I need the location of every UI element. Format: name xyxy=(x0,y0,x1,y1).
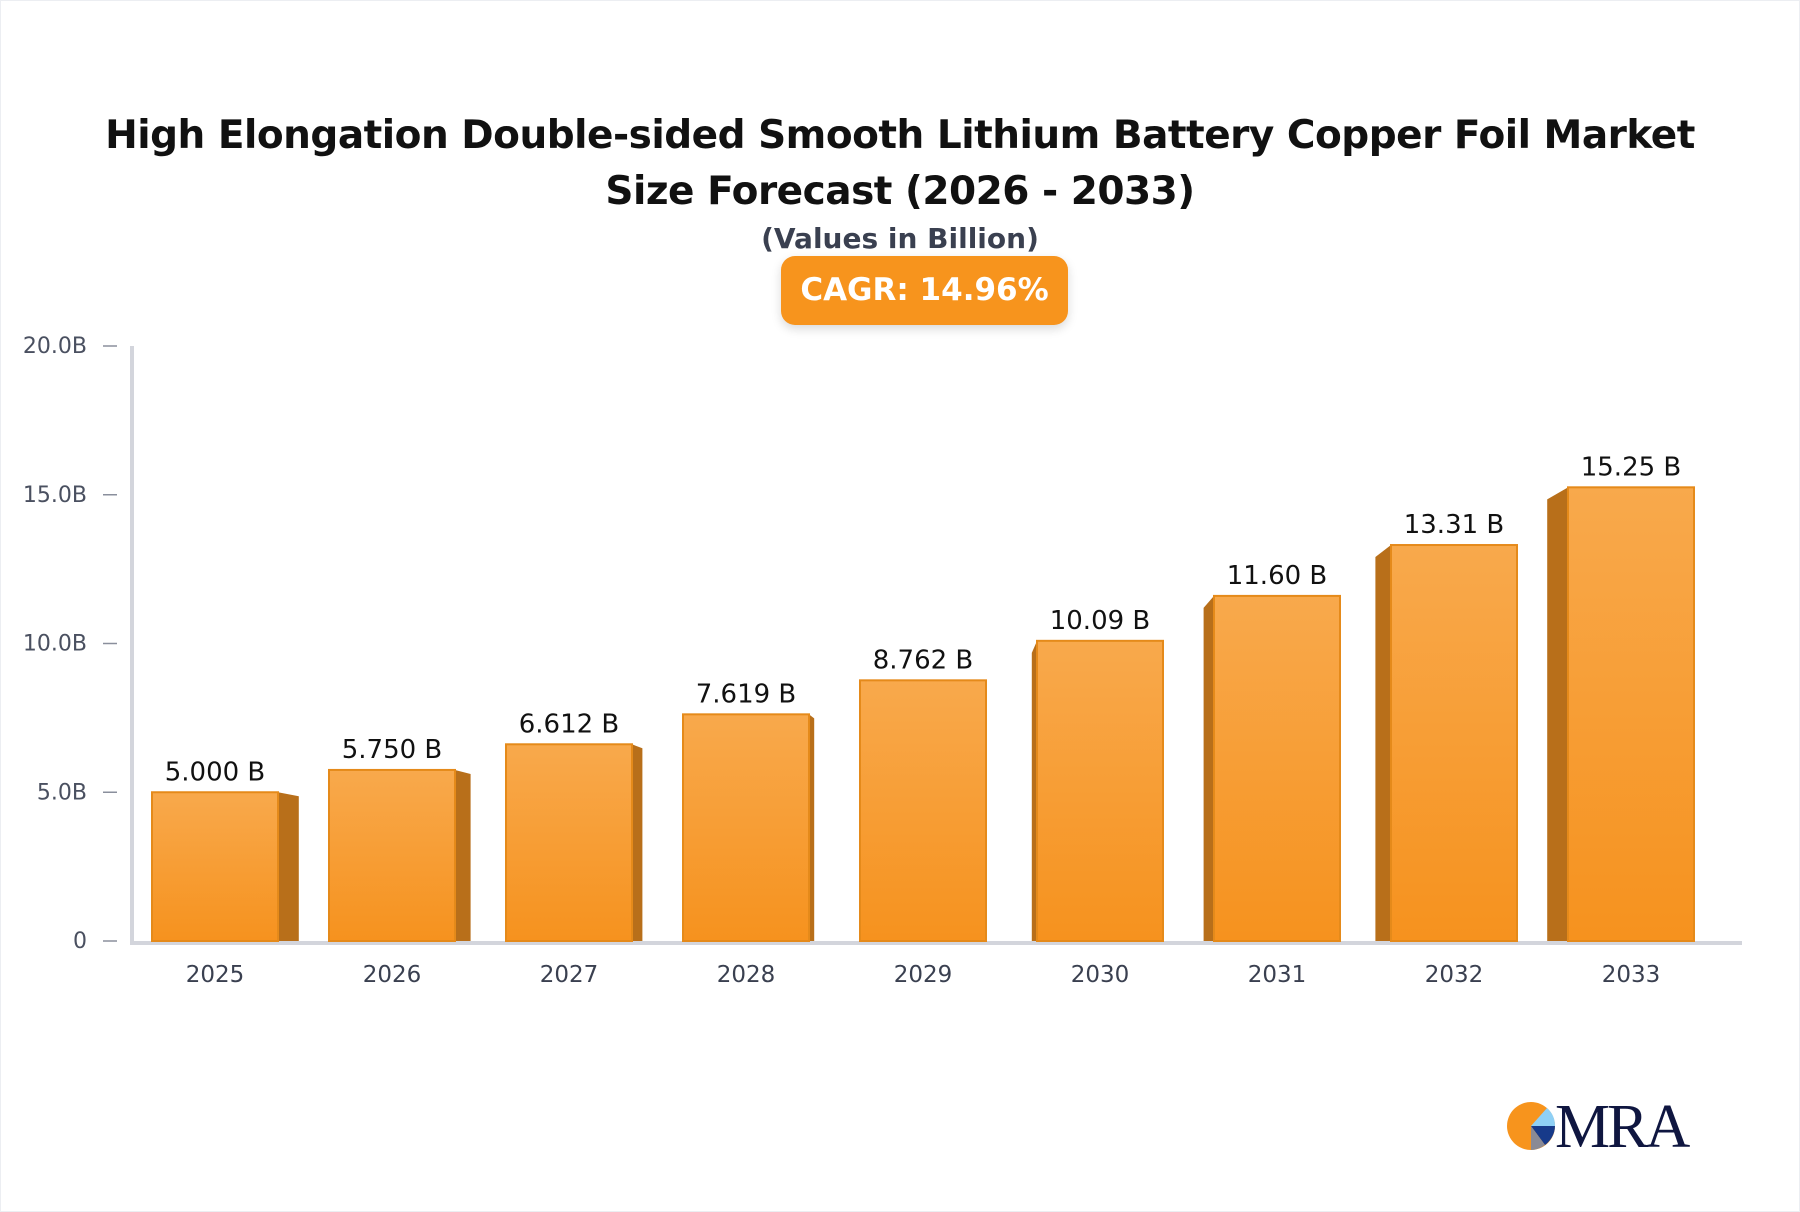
bar-2028 xyxy=(682,713,810,943)
pie-logo-icon xyxy=(1507,1102,1556,1150)
bar-2025 xyxy=(151,791,279,942)
data-label: 13.31 B xyxy=(1404,510,1505,540)
bar-2033 xyxy=(1567,486,1695,942)
y-tick-label: 10.0B xyxy=(23,632,87,657)
y-tick-label: 20.0B xyxy=(23,334,87,359)
mra-logo: MRA xyxy=(1505,1093,1695,1161)
x-tick-label: 2033 xyxy=(1602,962,1661,988)
x-tick-label: 2027 xyxy=(540,962,599,988)
x-tick-label: 2032 xyxy=(1425,962,1484,988)
data-label: 10.09 B xyxy=(1050,606,1151,636)
data-label: 7.619 B xyxy=(696,679,797,709)
bar-side xyxy=(809,714,815,941)
bar-2032 xyxy=(1390,544,1518,943)
bar-2027 xyxy=(505,743,633,943)
x-tick-label: 2028 xyxy=(717,962,776,988)
bar-side xyxy=(632,744,643,941)
chart-title: High Elongation Double-sided Smooth Lith… xyxy=(105,113,1695,214)
data-label: 5.750 B xyxy=(342,735,443,765)
bar-2030 xyxy=(1036,639,1164,942)
x-tick-label: 2029 xyxy=(894,962,953,988)
cagr-badge: CAGR: 14.96% xyxy=(781,256,1068,325)
x-tick-label: 2031 xyxy=(1248,962,1307,988)
y-tick-label: 5.0B xyxy=(37,780,87,805)
bar-side xyxy=(1375,545,1391,941)
bar-2026 xyxy=(328,768,456,942)
data-label: 11.60 B xyxy=(1227,561,1328,591)
data-label: 8.762 B xyxy=(873,645,974,675)
chart-subtitle: (Values in Billion) xyxy=(761,222,1039,255)
bar-side xyxy=(1203,595,1214,941)
data-label: 15.25 B xyxy=(1581,452,1682,482)
bar-2031 xyxy=(1213,594,1341,943)
x-tick-label: 2026 xyxy=(363,962,422,988)
x-tick-label: 2030 xyxy=(1071,962,1130,988)
x-tick-label: 2025 xyxy=(186,962,245,988)
y-tick-label: 0 xyxy=(73,929,87,954)
bar-side xyxy=(278,792,299,941)
logo-text: MRA xyxy=(1555,1093,1690,1161)
bar-2029 xyxy=(859,679,987,942)
bar-side xyxy=(1031,640,1037,941)
y-tick-label: 15.0B xyxy=(23,483,87,508)
bar-side xyxy=(1547,487,1568,941)
data-label: 5.000 B xyxy=(165,757,266,787)
bar-side xyxy=(455,769,471,941)
data-label: 6.612 B xyxy=(519,709,620,739)
